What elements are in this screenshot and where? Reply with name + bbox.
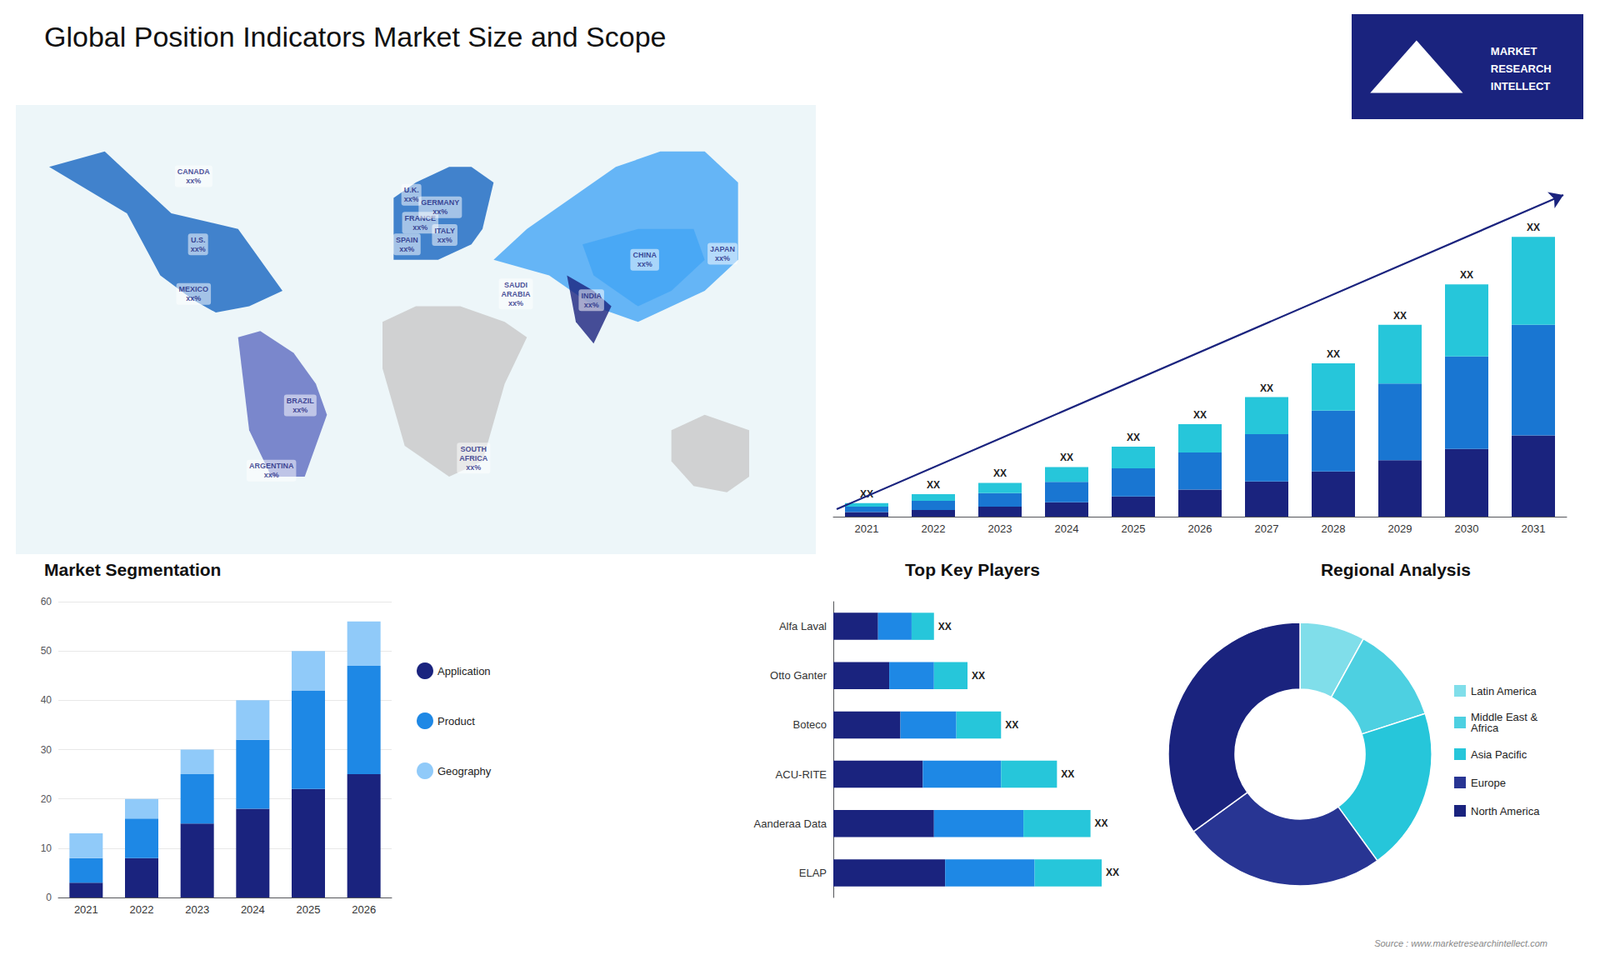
svg-text:40: 40 xyxy=(40,694,53,706)
svg-text:Otto Ganter: Otto Ganter xyxy=(770,669,828,682)
svg-text:XX: XX xyxy=(1060,768,1075,780)
svg-text:Middle East &: Middle East & xyxy=(1470,710,1538,724)
svg-text:North America: North America xyxy=(1470,805,1540,818)
svg-text:Africa: Africa xyxy=(1470,721,1500,735)
svg-text:ITALY: ITALY xyxy=(434,226,455,235)
svg-text:XX: XX xyxy=(1460,269,1474,281)
svg-text:SAUDI: SAUDI xyxy=(504,280,528,290)
svg-text:xx%: xx% xyxy=(264,470,280,480)
svg-text:XX: XX xyxy=(926,479,940,491)
svg-text:xx%: xx% xyxy=(399,245,415,254)
svg-text:xx%: xx% xyxy=(404,195,420,204)
svg-text:AFRICA: AFRICA xyxy=(459,454,488,463)
svg-text:xx%: xx% xyxy=(637,260,653,269)
svg-text:xx%: xx% xyxy=(465,463,481,472)
svg-text:Product: Product xyxy=(437,715,475,728)
svg-text:Market Segmentation: Market Segmentation xyxy=(44,560,221,580)
svg-text:xx%: xx% xyxy=(715,254,730,263)
svg-text:50: 50 xyxy=(40,645,53,657)
svg-text:2028: 2028 xyxy=(1321,522,1346,535)
svg-text:xx%: xx% xyxy=(185,294,201,303)
svg-text:XX: XX xyxy=(1393,310,1407,322)
svg-text:ARGENTINA: ARGENTINA xyxy=(249,461,295,470)
svg-text:XX: XX xyxy=(1193,409,1207,421)
svg-text:0: 0 xyxy=(45,891,52,904)
svg-text:Asia Pacific: Asia Pacific xyxy=(1470,748,1528,761)
svg-text:XX: XX xyxy=(971,670,985,682)
svg-text:xx%: xx% xyxy=(292,405,308,415)
svg-text:2029: 2029 xyxy=(1388,522,1413,535)
svg-text:2023: 2023 xyxy=(988,522,1013,535)
svg-text:20: 20 xyxy=(40,793,53,805)
svg-text:2021: 2021 xyxy=(855,522,880,535)
svg-text:2030: 2030 xyxy=(1455,522,1480,535)
svg-text:xx%: xx% xyxy=(185,176,201,185)
svg-text:MARKET: MARKET xyxy=(1490,45,1538,58)
svg-text:FRANCE: FRANCE xyxy=(404,214,436,223)
svg-text:XX: XX xyxy=(1060,451,1074,464)
svg-text:XX: XX xyxy=(1105,866,1120,879)
svg-text:2025: 2025 xyxy=(296,903,321,916)
svg-text:Global Position Indicators Mar: Global Position Indicators Market Size a… xyxy=(44,20,667,53)
svg-text:2022: 2022 xyxy=(130,903,155,916)
svg-text:Aanderaa Data: Aanderaa Data xyxy=(754,817,828,830)
svg-text:XX: XX xyxy=(1126,431,1140,444)
svg-text:XX: XX xyxy=(1326,348,1340,360)
svg-text:Boteco: Boteco xyxy=(793,718,827,731)
svg-text:Source : www.marketresearchint: Source : www.marketresearchintellect.com xyxy=(1374,938,1548,949)
svg-text:Alfa Laval: Alfa Laval xyxy=(779,620,827,633)
svg-text:2024: 2024 xyxy=(240,903,265,916)
svg-text:2021: 2021 xyxy=(74,903,99,916)
svg-text:xx%: xx% xyxy=(508,299,524,308)
svg-text:xx%: xx% xyxy=(584,300,600,310)
svg-text:XX: XX xyxy=(938,620,952,633)
svg-text:CANADA: CANADA xyxy=(177,167,210,176)
svg-text:SOUTH: SOUTH xyxy=(460,445,488,454)
svg-text:ARABIA: ARABIA xyxy=(501,290,531,299)
svg-text:Application: Application xyxy=(437,665,491,678)
svg-text:10: 10 xyxy=(40,842,53,855)
svg-text:U.K.: U.K. xyxy=(404,185,420,195)
svg-text:XX: XX xyxy=(1260,382,1274,395)
svg-text:RESEARCH: RESEARCH xyxy=(1490,62,1552,75)
svg-text:Latin America: Latin America xyxy=(1470,685,1538,698)
svg-text:Geography: Geography xyxy=(437,765,492,778)
svg-text:2025: 2025 xyxy=(1121,522,1146,535)
svg-text:XX: XX xyxy=(993,467,1007,480)
svg-text:BRAZIL: BRAZIL xyxy=(286,396,315,405)
svg-text:2024: 2024 xyxy=(1055,522,1080,535)
svg-text:2026: 2026 xyxy=(351,903,376,916)
svg-text:ELAP: ELAP xyxy=(799,866,827,880)
svg-text:30: 30 xyxy=(40,744,53,756)
svg-text:2031: 2031 xyxy=(1521,522,1546,535)
svg-text:xx%: xx% xyxy=(412,223,428,232)
svg-text:JAPAN: JAPAN xyxy=(710,245,735,254)
svg-text:XX: XX xyxy=(860,488,874,500)
svg-text:2023: 2023 xyxy=(185,903,210,916)
svg-text:MEXICO: MEXICO xyxy=(179,285,210,294)
svg-text:XX: XX xyxy=(1005,719,1019,731)
svg-text:2026: 2026 xyxy=(1188,522,1213,535)
svg-text:CHINA: CHINA xyxy=(632,250,657,260)
svg-text:Europe: Europe xyxy=(1470,776,1506,790)
svg-text:INTELLECT: INTELLECT xyxy=(1490,80,1551,93)
svg-text:XX: XX xyxy=(1095,817,1109,830)
svg-text:INDIA: INDIA xyxy=(580,291,602,300)
svg-text:xx%: xx% xyxy=(432,207,448,216)
svg-text:60: 60 xyxy=(40,595,53,608)
svg-text:ACU-RITE: ACU-RITE xyxy=(775,768,828,781)
svg-text:xx%: xx% xyxy=(190,245,206,254)
svg-text:Top Key Players: Top Key Players xyxy=(905,560,1040,580)
svg-text:2027: 2027 xyxy=(1255,522,1280,535)
svg-text:SPAIN: SPAIN xyxy=(395,235,419,245)
svg-text:Regional Analysis: Regional Analysis xyxy=(1320,560,1471,580)
svg-text:2022: 2022 xyxy=(921,522,946,535)
svg-text:U.S.: U.S. xyxy=(190,235,206,245)
svg-text:XX: XX xyxy=(1526,221,1540,234)
svg-text:xx%: xx% xyxy=(437,235,453,245)
svg-text:GERMANY: GERMANY xyxy=(420,198,460,207)
